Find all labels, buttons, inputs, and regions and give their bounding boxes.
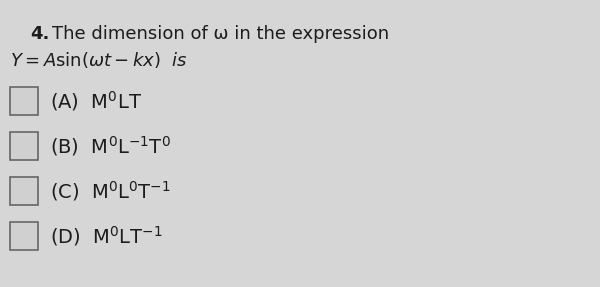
Text: (C)  $\mathrm{M^0L^0T^{-1}}$: (C) $\mathrm{M^0L^0T^{-1}}$ — [50, 179, 170, 203]
FancyBboxPatch shape — [10, 87, 38, 115]
Text: (A)  $\mathrm{M^0LT}$: (A) $\mathrm{M^0LT}$ — [50, 89, 142, 113]
FancyBboxPatch shape — [10, 177, 38, 205]
Text: $Y = A\sin(\omega t - kx)$  is: $Y = A\sin(\omega t - kx)$ is — [10, 50, 188, 70]
Text: The dimension of ω in the expression: The dimension of ω in the expression — [52, 25, 389, 43]
FancyBboxPatch shape — [10, 132, 38, 160]
Text: 4.: 4. — [30, 25, 49, 43]
FancyBboxPatch shape — [10, 222, 38, 250]
Text: (D)  $\mathrm{M^0LT^{-1}}$: (D) $\mathrm{M^0LT^{-1}}$ — [50, 224, 163, 248]
Text: (B)  $\mathrm{M^0L^{-1}T^0}$: (B) $\mathrm{M^0L^{-1}T^0}$ — [50, 134, 171, 158]
